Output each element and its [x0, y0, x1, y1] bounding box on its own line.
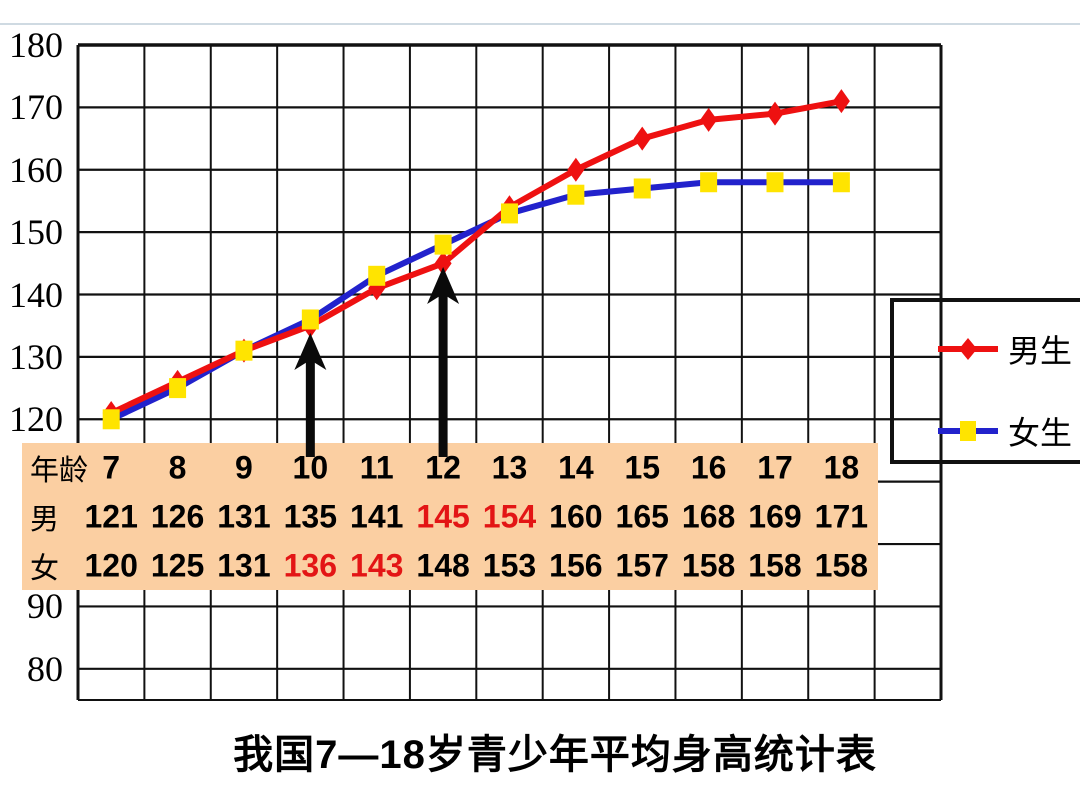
top-divider	[0, 23, 1080, 25]
table-cell: 121	[84, 498, 138, 534]
girls-point	[434, 234, 452, 255]
girls-point	[301, 309, 319, 330]
girls-point	[832, 172, 850, 193]
table-cell: 131	[217, 547, 271, 583]
y-tick-label: 120	[9, 399, 63, 440]
table-cell: 135	[283, 498, 338, 534]
table-cell: 15	[624, 449, 661, 485]
girls-point	[500, 203, 518, 224]
girls-point	[567, 184, 585, 205]
boys-line-marker-icon	[938, 338, 998, 360]
table-cell: 8	[168, 449, 187, 485]
table-row: 女 120 125 131 136 143 148 153 156 157 158 158 158	[22, 541, 878, 590]
table-cell: 145	[416, 498, 470, 534]
table-cell: 154	[482, 498, 537, 534]
table-cell: 11	[359, 449, 394, 485]
table-cell: 14	[558, 449, 594, 485]
table-cell: 158	[681, 547, 736, 583]
table-cell: 158	[814, 547, 869, 583]
table-cell: 7	[102, 449, 121, 485]
y-tick-label: 150	[9, 212, 63, 253]
legend-label-boys: 男生	[1008, 333, 1073, 369]
girls-point	[102, 409, 120, 430]
table-cell: 141	[350, 498, 404, 534]
table-cell: 148	[416, 547, 470, 583]
girls-line-marker-icon	[938, 421, 998, 441]
girls-point	[368, 265, 386, 286]
legend-label-girls: 女生	[1008, 415, 1073, 451]
table-cell: 9	[235, 449, 253, 485]
table-row-label: 女	[30, 552, 60, 585]
boys-point	[567, 157, 585, 182]
table-cell: 157	[615, 547, 669, 583]
boys-line	[109, 98, 842, 416]
table-cell: 131	[217, 498, 271, 534]
legend-box: 男生 女生	[890, 298, 1080, 464]
table-cell: 171	[814, 498, 869, 534]
y-tick-label: 130	[9, 336, 63, 377]
y-tick-label: 90	[27, 586, 63, 627]
legend-item-girls: 女生	[936, 408, 1072, 454]
table-cell: 160	[549, 498, 603, 534]
y-tick-label: 80	[27, 648, 63, 689]
table-cell: 169	[748, 498, 802, 534]
data-table-overlay: 年龄 7 8 9 10 11 12 13 14 15 16 17 18 男 121 126 131 135 1…	[22, 443, 878, 590]
arrow-shaft	[305, 358, 315, 457]
boys-point	[700, 107, 718, 132]
table-cell: 165	[615, 498, 669, 534]
table-cell: 120	[84, 547, 138, 583]
boys-point	[633, 126, 651, 151]
boys-point	[434, 251, 452, 276]
y-tick-label: 170	[9, 87, 63, 128]
arrow-head	[294, 333, 327, 370]
table-cell: 158	[748, 547, 802, 583]
y-tick-label: 140	[9, 274, 63, 315]
table-cell: 17	[757, 449, 793, 485]
chart-title: 我国7—18岁青少年平均身高统计表	[233, 733, 877, 777]
table-cell: 153	[482, 547, 537, 583]
arrow-head	[427, 267, 460, 304]
girls-point	[235, 340, 253, 361]
table-row-label: 男	[30, 503, 60, 536]
girls-point	[169, 378, 187, 399]
boys-point	[832, 89, 850, 114]
girls-point	[700, 172, 718, 193]
table-cell: 156	[549, 547, 603, 583]
girls-point	[633, 178, 651, 199]
table-row-label: 年龄	[30, 454, 89, 487]
table-cell: 126	[150, 498, 205, 534]
table-row: 男 121 126 131 135 141 145 154 160 165 168 169 171	[22, 492, 878, 541]
arrow-shaft	[438, 292, 448, 457]
table-cell: 13	[491, 449, 528, 485]
y-tick-label: 160	[9, 149, 63, 190]
table-cell: 136	[283, 547, 338, 583]
table-cell: 18	[823, 449, 860, 485]
table-cell: 143	[350, 547, 404, 583]
table-cell: 125	[150, 547, 205, 583]
legend-item-boys: 男生	[936, 326, 1072, 372]
table-cell: 168	[681, 498, 736, 534]
table-cell: 16	[690, 449, 727, 485]
boys-point	[766, 101, 784, 126]
y-tick-label: 180	[9, 25, 63, 65]
girls-point	[766, 172, 784, 193]
table-row: 年龄 7 8 9 10 11 12 13 14 15 16 17 18	[22, 443, 878, 492]
